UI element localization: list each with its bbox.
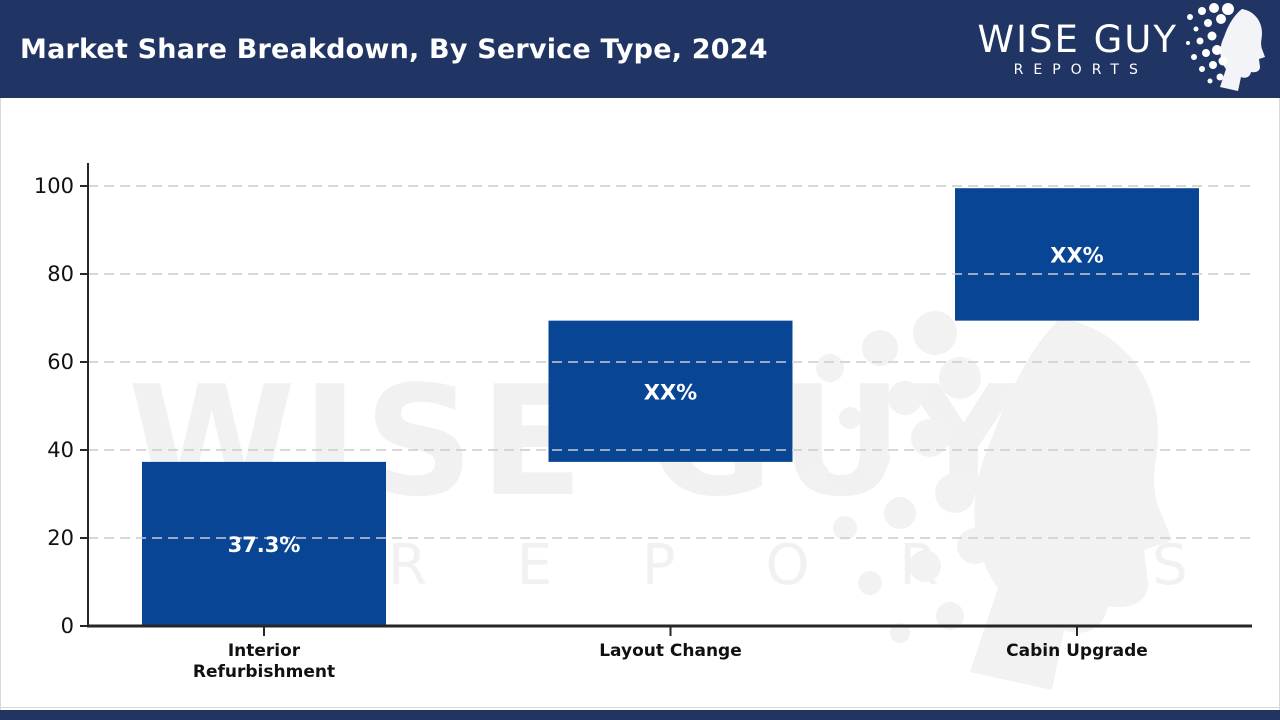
brand-name: WISE GUY: [977, 17, 1178, 61]
bar-value-label: XX%: [1050, 243, 1103, 267]
watermark-face-icon: [811, 311, 1172, 690]
bar-segment: [955, 188, 1199, 321]
x-category-label: Interior: [228, 641, 301, 661]
left-edge-line: [0, 98, 1, 710]
dotted-face-logo-icon: [1186, 3, 1265, 91]
y-tick-label: 20: [47, 526, 74, 550]
footer-hairline: [0, 707, 1280, 708]
x-category-label: Layout Change: [599, 641, 742, 661]
brand-subname: REPORTS: [1013, 61, 1148, 78]
bar-value-label: XX%: [644, 380, 697, 404]
header-band: Market Share Breakdown, By Service Type,…: [0, 0, 1280, 98]
chart-title: Market Share Breakdown, By Service Type,…: [20, 33, 768, 65]
bar-value-label: 37.3%: [228, 533, 301, 557]
brand-logo-text: WISE GUY REPORTS: [978, 21, 1178, 78]
x-category-label: Cabin Upgrade: [1006, 641, 1148, 661]
footer-band: [0, 710, 1280, 720]
bar-segment: [548, 320, 793, 462]
y-tick-label: 100: [34, 174, 74, 198]
x-category-label: Refurbishment: [193, 662, 335, 682]
y-tick-label: 40: [47, 438, 74, 462]
brand-logo: WISE GUY REPORTS: [978, 3, 1280, 95]
y-tick-label: 80: [47, 262, 74, 286]
bar-segment: [142, 461, 386, 626]
y-tick-label: 0: [61, 614, 74, 638]
y-tick-label: 60: [47, 350, 74, 374]
